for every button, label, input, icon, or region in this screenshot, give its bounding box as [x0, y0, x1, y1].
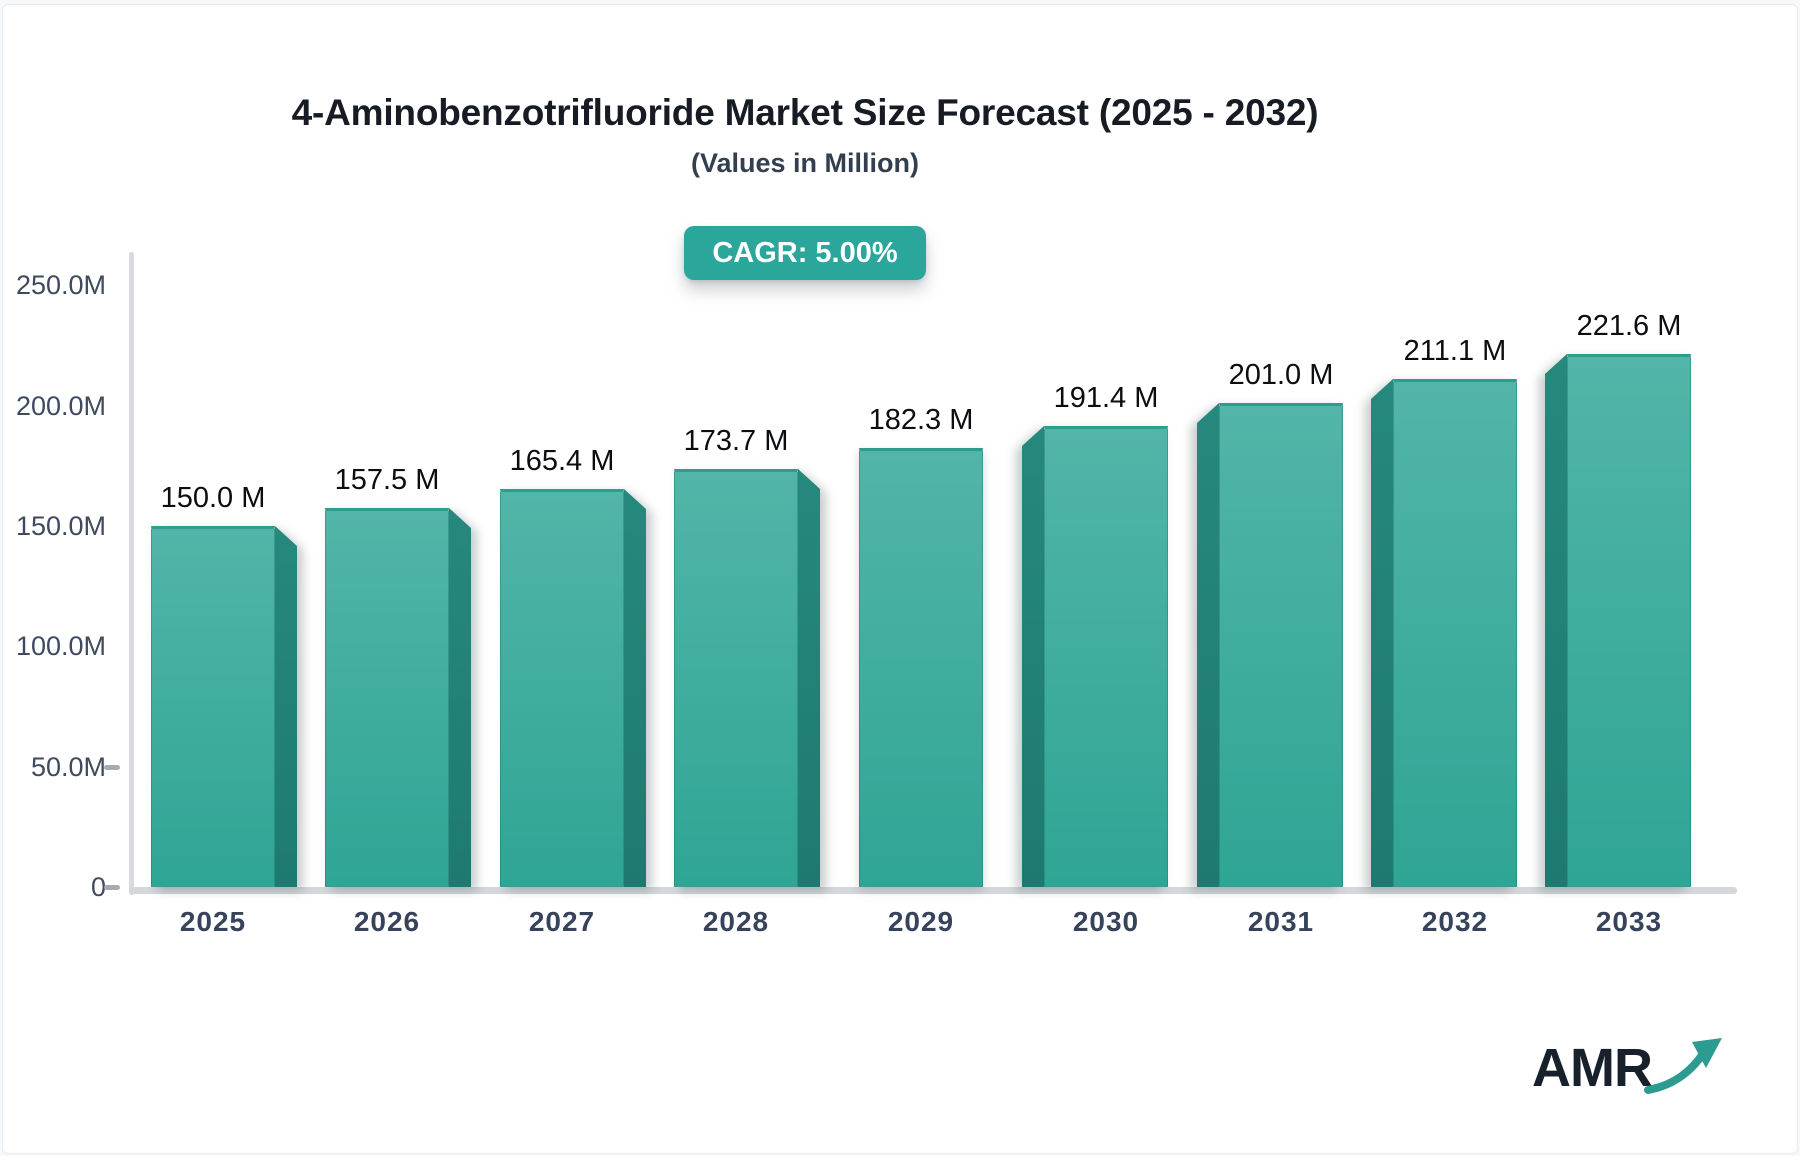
bar [674, 469, 820, 887]
bar-value-label: 221.6 M [1576, 310, 1682, 342]
bar-side-panel [275, 526, 297, 887]
bar-face [674, 469, 798, 887]
bar [1197, 403, 1343, 887]
bar-value-label: 173.7 M [683, 425, 789, 457]
x-axis-line [129, 887, 1737, 894]
bar-side-panel [798, 469, 820, 887]
y-axis-label: 0 [90, 872, 106, 902]
bar-side-panel [624, 489, 646, 887]
bar [325, 508, 471, 887]
growth-arrow-icon [1643, 1038, 1722, 1094]
y-axis-label: 50.0M [30, 751, 106, 782]
bar [151, 526, 297, 887]
chart-title: 4-Aminobenzotrifluoride Market Size Fore… [291, 92, 1319, 133]
bar-side-panel [1022, 426, 1044, 887]
amr-logo: AMR [1532, 1038, 1724, 1098]
bar-face [1393, 379, 1517, 887]
bar-face [1044, 426, 1168, 887]
bar-value-label: 182.3 M [868, 404, 974, 436]
y-axis-label: 250.0M [15, 270, 106, 301]
y-axis-label: 100.0M [15, 631, 106, 662]
bar-side-panel [1545, 354, 1567, 887]
bar-side-panel [1371, 379, 1393, 887]
x-axis-label: 2029 [887, 906, 955, 937]
bar-side-panel [1197, 403, 1219, 887]
x-axis-label: 2026 [353, 906, 421, 937]
bar [1545, 354, 1691, 887]
bar-value-label: 211.1 M [1403, 335, 1507, 367]
x-axis-label: 2025 [179, 906, 247, 937]
cagr-badge: CAGR: 5.00% [684, 226, 926, 280]
x-axis-label: 2032 [1421, 906, 1489, 937]
bar-value-label: 157.5 M [334, 464, 440, 496]
y-axis-tick [104, 885, 120, 890]
bar-value-label: 165.4 M [509, 445, 615, 477]
bar-value-label: 201.0 M [1228, 359, 1334, 391]
bar [1371, 379, 1517, 887]
x-axis-label: 2030 [1072, 906, 1140, 937]
bar-face [1567, 354, 1691, 887]
bar [848, 448, 994, 887]
chart-subtitle: (Values in Million) [690, 148, 920, 178]
y-axis-line [129, 252, 134, 895]
bar-face [1219, 403, 1343, 887]
x-axis-label: 2028 [702, 906, 770, 937]
y-axis-label: 200.0M [15, 390, 106, 421]
y-axis-label: 150.0M [15, 510, 106, 541]
x-axis-label: 2033 [1595, 906, 1663, 937]
bar-value-label: 150.0 M [160, 482, 266, 514]
bar-face [859, 448, 983, 887]
bar-value-label: 191.4 M [1053, 382, 1159, 414]
bar-face [325, 508, 449, 887]
bar [500, 489, 646, 887]
bar-face [500, 489, 624, 887]
x-axis-label: 2027 [528, 906, 596, 937]
bar [1022, 426, 1168, 887]
bar-side-panel [449, 508, 471, 887]
bar-face [151, 526, 275, 887]
y-axis-tick [104, 764, 120, 770]
x-axis-label: 2031 [1247, 906, 1315, 937]
logo-text: AMR [1532, 1038, 1653, 1098]
